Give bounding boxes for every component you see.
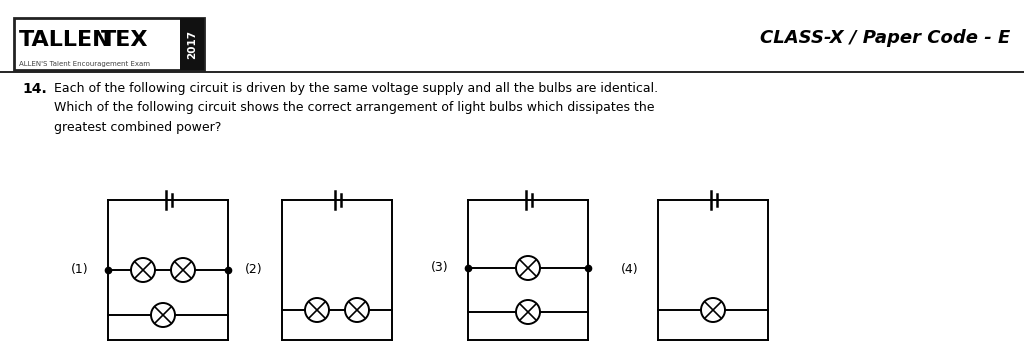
Bar: [180, 18, 204, 70]
Text: (1): (1): [72, 264, 89, 276]
Text: Each of the following circuit is driven by the same voltage supply and all the b: Each of the following circuit is driven …: [54, 82, 658, 134]
Bar: [14, 18, 204, 70]
Text: (4): (4): [622, 264, 639, 276]
Text: 2017: 2017: [187, 29, 197, 58]
Text: (2): (2): [245, 264, 263, 276]
Text: ALLEN'S Talent Encouragement Exam: ALLEN'S Talent Encouragement Exam: [19, 61, 150, 67]
Text: 14.: 14.: [22, 82, 47, 96]
Text: (3): (3): [431, 262, 449, 274]
Text: CLASS-X / Paper Code - E: CLASS-X / Paper Code - E: [760, 29, 1010, 47]
Text: TALLEN: TALLEN: [19, 30, 112, 50]
Text: TEX: TEX: [101, 30, 148, 50]
